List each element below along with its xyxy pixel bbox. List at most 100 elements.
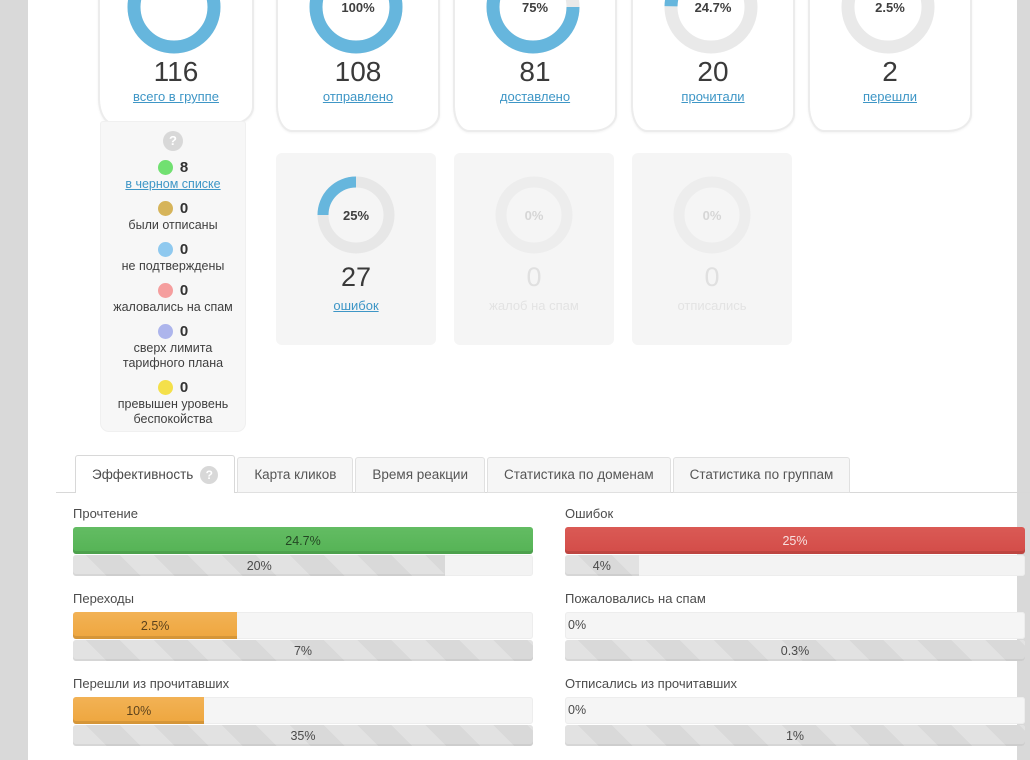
average-bar-track: 0.3% [565, 640, 1025, 661]
legend-item: 0 жаловались на спам [101, 282, 245, 315]
summary-card: 116 всего в группе [98, 0, 254, 125]
legend-count: 0 [179, 241, 189, 258]
tab-item[interactable]: Статистика по доменам [487, 457, 671, 493]
efficiency-bars-grid: Прочтение 24.7% 20% Ошибок 25% 4% Переходы 2.5%… [73, 506, 1025, 746]
stats-tabs: Эффективность? Карта кликов Время реакции С… [75, 455, 852, 493]
tab-label: Карта кликов [254, 467, 337, 482]
donut-percent-label: 75% [521, 0, 549, 15]
donut-percent-label: 24.7% [694, 0, 732, 15]
stat-count: 0 [704, 262, 720, 292]
summary-caption-link[interactable]: всего в группе [133, 89, 219, 104]
bar-title: Прочтение [73, 506, 138, 521]
bar-title: Пожаловались на спам [565, 591, 706, 606]
average-bar-label: 35% [290, 728, 316, 743]
legend-item-row: 0 [101, 379, 245, 396]
legend-item-row: 0 [101, 200, 245, 217]
donut-percent-label: 0% [524, 208, 544, 223]
value-bar-label: 0% [568, 618, 587, 632]
average-bar-track: 35% [73, 725, 533, 746]
legend-label: сверх лимита тарифного плана [122, 341, 224, 370]
summary-caption-link[interactable]: прочитали [681, 89, 745, 104]
legend-item-row: 0 [101, 282, 245, 299]
legend-item: 0 не подтверждены [101, 241, 245, 274]
average-bar-track: 1% [565, 725, 1025, 746]
value-bar-fill: 2.5% [73, 612, 238, 639]
legend-color-dot [157, 324, 173, 339]
tab-label: Статистика по доменам [504, 467, 654, 482]
efficiency-bar-row: Переходы 2.5% 7% [73, 591, 533, 661]
average-bar-fill: 7% [73, 640, 533, 661]
stat-count: 27 [340, 262, 372, 292]
efficiency-bar-row: Перешли из прочитавших 10% 35% [73, 676, 533, 746]
donut-percent-label: 25% [342, 208, 370, 223]
stat-card: 0% 0 отписались [632, 153, 792, 345]
efficiency-bar-row: Ошибок 25% 4% [565, 506, 1025, 576]
value-bar-fill: 24.7% [73, 527, 533, 554]
stat-caption[interactable]: ошибок [333, 298, 379, 313]
legend-label-link[interactable]: в черном списке [125, 177, 221, 191]
average-bar-label: 7% [293, 643, 313, 658]
average-bar-label: 1% [785, 728, 805, 743]
value-bar-track: 0% [565, 612, 1025, 639]
content-panel: 116 всего в группе 100% 108 отправлено 75% 81 д… [28, 0, 1030, 760]
donut-chart [485, 0, 581, 55]
tab-item[interactable]: Время реакции [355, 457, 486, 493]
legend-label: были отписаны [128, 218, 218, 232]
bar-title: Ошибок [565, 506, 614, 521]
legend-label: не подтверждены [121, 259, 225, 273]
efficiency-bar-row: Прочтение 24.7% 20% [73, 506, 533, 576]
stat-count: 0 [526, 262, 542, 292]
summary-card: 75% 81 доставлено [453, 0, 617, 132]
stat-card: 0% 0 жалоб на спам [454, 153, 614, 345]
legend-count: 0 [179, 200, 189, 217]
tab-label: Время реакции [372, 467, 469, 482]
bar-title: Отписались из прочитавших [565, 676, 738, 691]
legend-count: 8 [179, 159, 189, 176]
tab-effectiveness[interactable]: Эффективность? [75, 455, 236, 493]
tab-item[interactable]: Карта кликов [237, 457, 354, 493]
summary-count: 108 [334, 56, 382, 87]
donut-percent-label: 2.5% [875, 0, 905, 15]
average-bar-label: 20% [246, 558, 272, 573]
legend-color-dot [157, 380, 173, 395]
summary-card: 2.5% 2 перешли [808, 0, 972, 132]
efficiency-bar-row: Пожаловались на спам 0% 0.3% [565, 591, 1025, 661]
value-bar-fill: 25% [565, 527, 1025, 554]
summary-count: 116 [153, 56, 199, 87]
average-bar-track: 20% [73, 555, 533, 576]
average-bar-fill: 1% [565, 725, 1025, 746]
help-icon[interactable]: ? [163, 131, 183, 151]
average-bar-track: 7% [73, 640, 533, 661]
value-bar-track: 2.5% [73, 612, 533, 639]
value-bar-label: 25% [782, 533, 808, 548]
legend-count: 0 [179, 379, 189, 396]
tab-item[interactable]: Статистика по группам [672, 457, 851, 493]
summary-caption-link[interactable]: отправлено [322, 89, 394, 104]
value-bar-track: 25% [565, 527, 1025, 554]
stat-card: 25% 27 ошибок [276, 153, 436, 345]
value-bar-label: 10% [126, 703, 152, 718]
donut-percent-label: 100% [341, 0, 375, 15]
legend-label: жаловались на спам [113, 300, 233, 314]
summary-caption-link[interactable]: доставлено [499, 89, 571, 104]
stat-caption: жалоб на спам [489, 298, 579, 313]
donut-chart [840, 0, 936, 55]
legend-item-row: 0 [101, 323, 245, 340]
legend-item: 0 сверх лимита тарифного плана [101, 323, 245, 371]
help-icon[interactable]: ? [200, 465, 219, 484]
donut-percent-label: 0% [702, 208, 722, 223]
legend-item-row: 0 [101, 241, 245, 258]
value-bar-label: 0% [568, 703, 587, 717]
summary-caption-link[interactable]: перешли [862, 89, 917, 104]
summary-card: 100% 108 отправлено [276, 0, 440, 132]
value-bar-label: 2.5% [140, 618, 170, 633]
summary-count: 81 [519, 56, 551, 87]
value-bar-label: 24.7% [285, 533, 321, 548]
summary-count: 20 [697, 56, 729, 87]
legend-color-dot [157, 201, 173, 216]
legend-count: 0 [179, 323, 189, 340]
donut-chart [672, 175, 752, 255]
value-bar-fill: 10% [73, 697, 205, 724]
